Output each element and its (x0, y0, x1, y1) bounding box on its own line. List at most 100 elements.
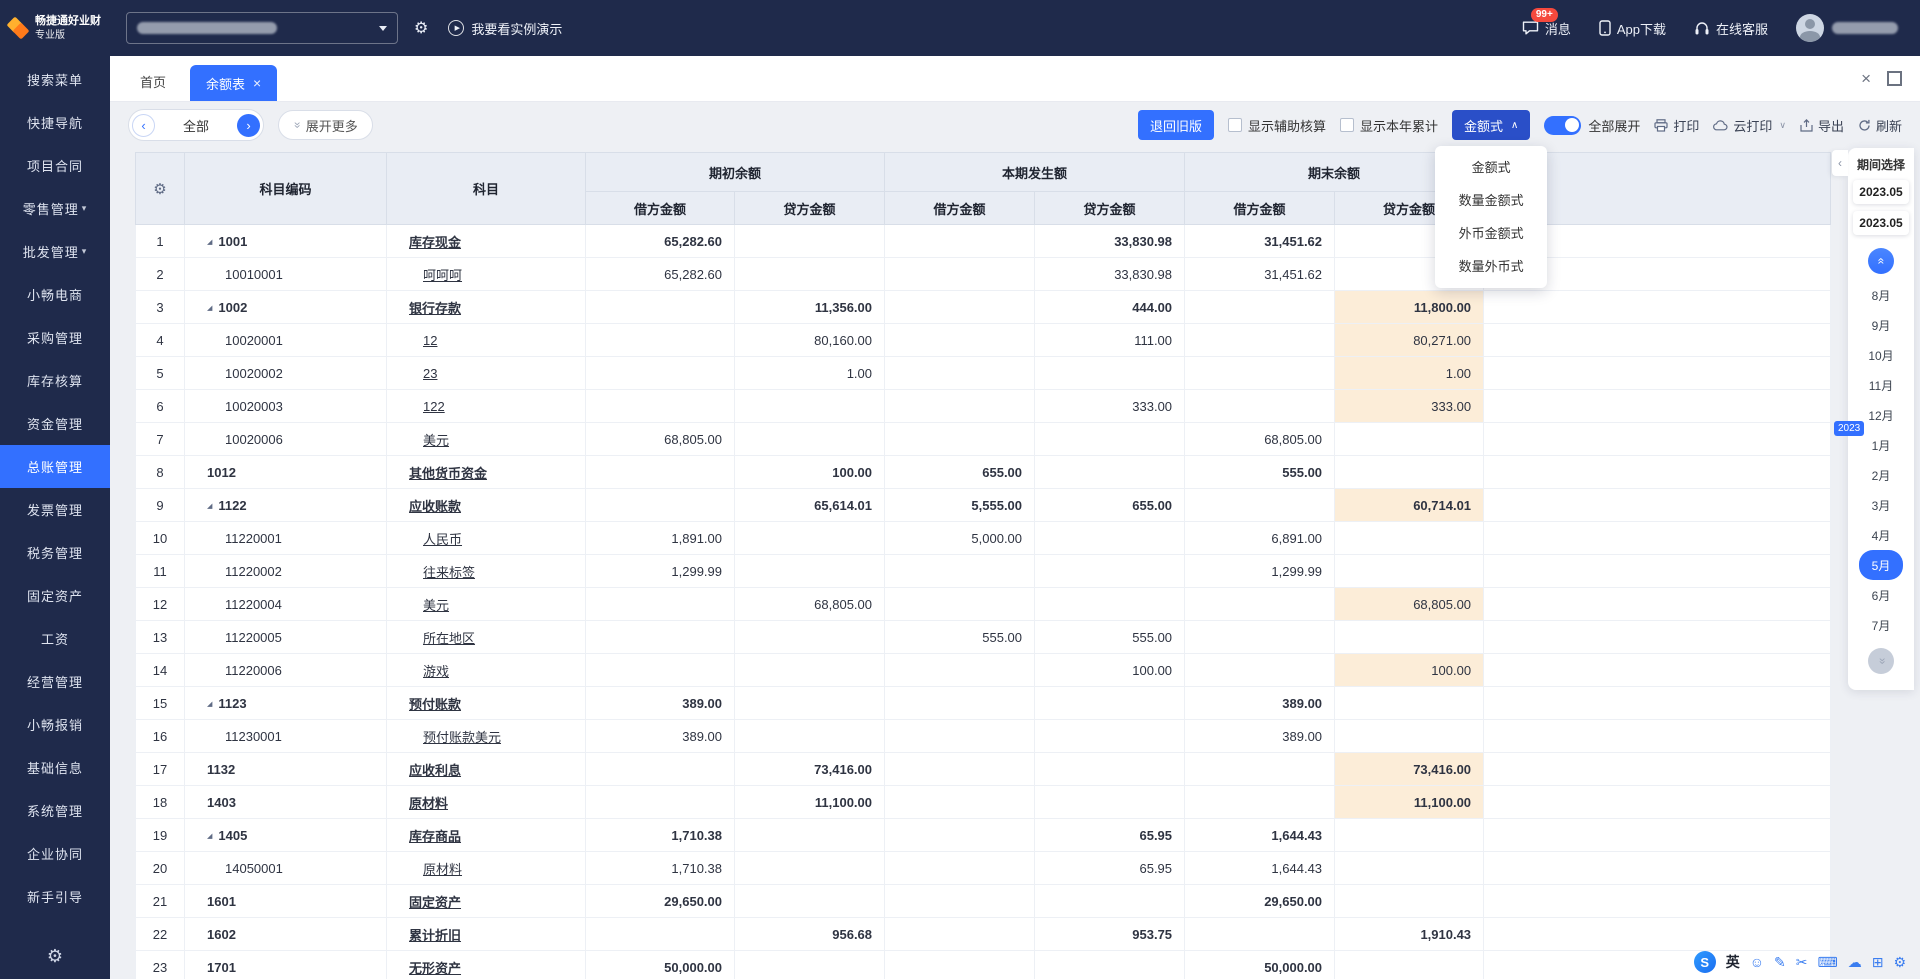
settings-gear-icon[interactable]: ⚙ (1893, 953, 1906, 970)
expand-more-button[interactable]: « 展开更多 (278, 110, 373, 140)
account-name-link[interactable]: 呵呵呵 (423, 267, 463, 283)
user-menu[interactable] (1796, 14, 1898, 42)
account-name-link[interactable]: 预付账款 (409, 696, 462, 712)
account-name-link[interactable]: 应收账款 (409, 498, 462, 514)
table-row[interactable]: 11 ◢11220002 往来标签 1,299.99 1,299.99 (135, 554, 1832, 588)
close-all-tabs-icon[interactable]: × (1861, 68, 1871, 88)
column-settings-gear-icon[interactable]: ⚙ (153, 180, 167, 198)
apps-grid-icon[interactable]: ⊞ (1871, 953, 1884, 970)
period-to[interactable]: 2023.05 (1853, 211, 1909, 235)
table-row[interactable]: 17 ◢1132 应收利息 73,416.00 73,416.00 (135, 752, 1832, 786)
format-menu-item[interactable]: 外币金额式 (1458, 226, 1524, 241)
sidebar-item[interactable]: 企业协同 ▾ (26, 847, 83, 862)
cloud-print-button[interactable]: 云打印 ∨ (1713, 116, 1786, 135)
show-ytd-checkbox[interactable]: 显示本年累计 (1339, 116, 1438, 135)
sidebar-item[interactable]: 基础信息 ▾ (26, 761, 83, 776)
sidebar-item[interactable]: 批发管理 ▾ (22, 245, 88, 260)
account-name-link[interactable]: 12 (423, 332, 438, 348)
account-name-link[interactable]: 原材料 (409, 795, 449, 811)
sidebar-settings-gear-icon[interactable]: ⚙ (46, 945, 64, 966)
close-tab-icon[interactable]: × (253, 75, 262, 91)
export-button[interactable]: 导出 (1800, 116, 1844, 135)
table-row[interactable]: 4 ◢10020001 12 80,160.00 111.00 80,271.0… (135, 323, 1832, 357)
expand-all-toggle[interactable] (1544, 115, 1582, 135)
account-name-link[interactable]: 往来标签 (423, 564, 476, 580)
month-item[interactable]: 9月 (1871, 318, 1891, 333)
account-name-link[interactable]: 无形资产 (409, 960, 462, 976)
amount-format-button[interactable]: 金额式 ∧ (1451, 110, 1531, 140)
ime-mode-label[interactable]: 英 (1725, 954, 1740, 970)
account-name-link[interactable]: 应收利息 (409, 762, 462, 778)
sidebar-item[interactable]: 系统管理 ▾ (26, 804, 83, 819)
print-button[interactable]: 打印 (1654, 116, 1699, 135)
keyboard-icon[interactable]: ⌨ (1817, 953, 1838, 970)
sidebar-item[interactable]: 新手引导 ▾ (26, 890, 83, 905)
month-item[interactable]: 5月 (1859, 550, 1903, 580)
demo-link[interactable]: ▶ 我要看实例演示 (448, 19, 562, 38)
month-item[interactable]: 6月 (1871, 588, 1891, 603)
next-arrow-icon[interactable]: › (237, 113, 261, 137)
tab-home[interactable]: 首页 (140, 74, 167, 90)
table-row[interactable]: 13 ◢11220005 所在地区 555.00 555.00 (135, 620, 1832, 654)
org-select[interactable] (126, 12, 398, 44)
sidebar-item[interactable]: 固定资产 ▾ (26, 589, 83, 604)
sidebar-item[interactable]: 小畅电商 ▾ (26, 288, 83, 303)
ime-logo-icon[interactable]: S (1693, 951, 1716, 973)
collapse-triangle-icon[interactable]: ◢ (207, 238, 213, 246)
scroll-down-button[interactable]: « (1868, 648, 1894, 674)
sidebar-item[interactable]: 快捷导航 ▾ (26, 116, 83, 131)
collapse-triangle-icon[interactable]: ◢ (207, 832, 213, 840)
sidebar-item[interactable]: 采购管理 ▾ (26, 331, 83, 346)
table-row[interactable]: 20 ◢14050001 原材料 1,710.38 65.95 1,644.43 (135, 851, 1832, 885)
panel-collapse-arrow-icon[interactable]: ‹ (1832, 150, 1848, 176)
table-row[interactable]: 19 ◢ 1405 库存商品 1,710.38 65.95 1,644.43 (135, 818, 1832, 852)
scroll-up-button[interactable]: « (1868, 248, 1894, 274)
account-name-link[interactable]: 库存现金 (409, 234, 462, 250)
table-row[interactable]: 18 ◢1403 原材料 11,100.00 11,100.00 (135, 785, 1832, 819)
table-row[interactable]: 8 ◢1012 其他货币资金 100.00 655.00 555.00 (135, 455, 1832, 489)
support-button[interactable]: 在线客服 (1694, 19, 1768, 38)
table-row[interactable]: 21 ◢1601 固定资产 29,650.00 29,650.00 (135, 884, 1832, 918)
account-name-link[interactable]: 累计折旧 (409, 927, 462, 943)
table-row[interactable]: 1 ◢ 1001 库存现金 65,282.60 33,830.98 31,451.… (135, 224, 1832, 258)
format-menu-item[interactable]: 数量外币式 (1458, 259, 1524, 274)
month-item[interactable]: 11月 (1868, 378, 1894, 393)
table-row[interactable]: 6 ◢10020003 122 333.00 333.00 (135, 389, 1832, 423)
account-name-link[interactable]: 所在地区 (423, 630, 476, 646)
account-name-link[interactable]: 美元 (423, 432, 450, 448)
account-name-link[interactable]: 122 (423, 398, 445, 414)
month-item[interactable]: 2月 (1871, 468, 1891, 483)
gear-icon[interactable]: ⚙ (414, 20, 429, 37)
collapse-triangle-icon[interactable]: ◢ (207, 700, 213, 708)
account-name-link[interactable]: 预付账款美元 (423, 729, 502, 745)
collapse-triangle-icon[interactable]: ◢ (207, 304, 213, 312)
sidebar-item[interactable]: 搜索菜单 ▾ (26, 73, 83, 88)
table-row[interactable]: 3 ◢ 1002 银行存款 11,356.00 444.00 11,800.00 (135, 290, 1832, 324)
fullscreen-icon[interactable] (1887, 71, 1902, 86)
sidebar-item[interactable]: 总账管理 ▾ (0, 445, 110, 488)
account-name-link[interactable]: 银行存款 (409, 300, 462, 316)
sidebar-item[interactable]: 经营管理 ▾ (26, 675, 83, 690)
account-name-link[interactable]: 固定资产 (409, 894, 462, 910)
month-item[interactable]: 7月 (1871, 618, 1891, 633)
account-name-link[interactable]: 游戏 (423, 663, 450, 679)
month-item[interactable]: 8月 (1871, 288, 1891, 303)
table-row[interactable]: 2 ◢10010001 呵呵呵 65,282.60 33,830.98 31,4… (135, 257, 1832, 291)
table-row[interactable]: 7 ◢10020006 美元 68,805.00 68,805.00 (135, 422, 1832, 456)
back-to-old-version-button[interactable]: 退回旧版 (1137, 110, 1214, 140)
prev-arrow-icon[interactable]: ‹ (132, 113, 155, 137)
month-item[interactable]: 12月 (1868, 408, 1894, 423)
sidebar-item[interactable]: 小畅报销 ▾ (26, 718, 83, 733)
show-aux-accounting-checkbox[interactable]: 显示辅助核算 (1227, 116, 1326, 135)
month-item[interactable]: 1月 (1871, 438, 1891, 453)
collapse-triangle-icon[interactable]: ◢ (207, 502, 213, 510)
table-row[interactable]: 16 ◢11230001 预付账款美元 389.00 389.00 (135, 719, 1832, 753)
format-menu-item[interactable]: 金额式 (1471, 160, 1511, 175)
sidebar-item[interactable]: 零售管理 ▾ (22, 202, 88, 217)
month-item[interactable]: 3月 (1871, 498, 1891, 513)
scope-selector[interactable]: ‹ 全部 › (128, 109, 265, 141)
sidebar-item[interactable]: 税务管理 ▾ (26, 546, 83, 561)
sidebar-item[interactable]: 发票管理 ▾ (26, 503, 83, 518)
sidebar-item[interactable]: 项目合同 ▾ (26, 159, 83, 174)
account-name-link[interactable]: 人民币 (423, 531, 463, 547)
